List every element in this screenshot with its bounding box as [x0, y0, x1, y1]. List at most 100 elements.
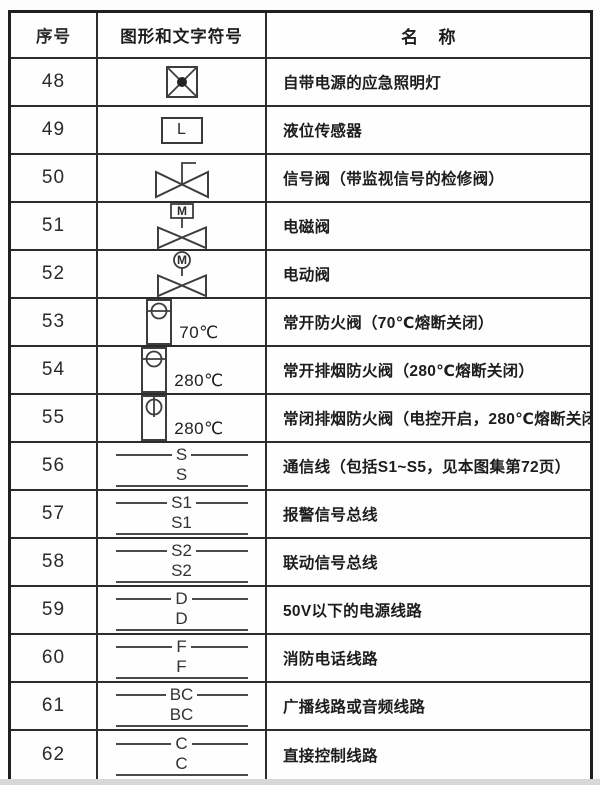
line-segment — [115, 502, 168, 504]
direct-control-line-icon: C C — [115, 734, 248, 776]
symbol-name: 信号阀（带监视信号的检修阀） — [283, 171, 505, 188]
line-letter: BC — [169, 685, 194, 704]
line-segment — [115, 598, 172, 600]
serial-number: 53 — [11, 299, 98, 345]
symbol-name: 消防电话线路 — [283, 651, 378, 668]
symbol-name: 广播线路或音频线路 — [283, 699, 426, 716]
line-letter: S — [175, 445, 188, 464]
alarm-signal-bus-icon: S1 S1 — [115, 493, 248, 535]
actuator-letter: M — [177, 253, 187, 267]
table-row: 49 L 液位传感器 — [11, 107, 590, 155]
line-letter-underlined: F — [115, 658, 248, 679]
symbol-legend-table: 序号 图形和文字符号 名 称 48 自带电源的应急照明灯 49 L — [8, 10, 593, 782]
line-letter: F — [176, 637, 187, 656]
closed-smoke-damper-icon: 280℃ — [139, 395, 223, 441]
symbol-name: 电动阀 — [283, 267, 331, 284]
line-segment — [191, 598, 248, 600]
table-row: 57 S1 S1 报警信号总线 — [11, 491, 590, 539]
scan-edge-shadow — [0, 779, 600, 785]
linkage-signal-bus-icon: S2 S2 — [115, 541, 248, 583]
serial-number: 55 — [11, 395, 98, 441]
table-row: 56 S S 通信线（包括S1~S5，见本图集第72页） — [11, 443, 590, 491]
power-line-icon: D D — [115, 589, 248, 631]
symbol-name: 液位传感器 — [283, 123, 363, 140]
serial-number: 51 — [11, 203, 98, 249]
symbol-name: 直接控制线路 — [283, 748, 378, 765]
serial-number: 62 — [11, 731, 98, 779]
symbol-letter: L — [177, 121, 186, 138]
damper-glyph — [141, 347, 168, 393]
fire-telephone-line-icon: F F — [115, 637, 248, 679]
serial-number: 61 — [11, 683, 98, 729]
broadcast-line-icon: BC BC — [115, 685, 248, 727]
symbol-name: 常闭排烟防火阀（电控开启，280℃熔断关闭） — [283, 411, 590, 428]
line-letter-underlined: S2 — [115, 562, 248, 583]
header-symbol: 图形和文字符号 — [98, 13, 267, 57]
solenoid-valve-icon: M — [156, 203, 207, 249]
line-letter: S1 — [171, 493, 192, 512]
symbol-name: 自带电源的应急照明灯 — [283, 75, 442, 92]
table-row: 52 M 电动阀 — [11, 251, 590, 299]
table-row: 53 70℃ 常开防火阀（70℃熔断关闭） — [11, 299, 590, 347]
symbol-name: 50V以下的电源线路 — [283, 603, 423, 620]
serial-number: 60 — [11, 635, 98, 681]
communication-line-icon: S S — [115, 445, 248, 487]
damper-temperature-label: 280℃ — [174, 419, 224, 438]
actuator-letter: M — [177, 204, 187, 218]
line-segment — [115, 694, 166, 696]
motor-valve-icon: M — [156, 251, 207, 297]
signal-valve-icon — [154, 162, 209, 199]
serial-number: 56 — [11, 443, 98, 489]
serial-number: 49 — [11, 107, 98, 153]
table-row: 60 F F 消防电话线路 — [11, 635, 590, 683]
symbol-name: 联动信号总线 — [283, 555, 378, 572]
table-row: 58 S2 S2 联动信号总线 — [11, 539, 590, 587]
line-segment — [195, 550, 248, 552]
serial-number: 48 — [11, 59, 98, 105]
table-row: 48 自带电源的应急照明灯 — [11, 59, 590, 107]
line-segment — [115, 454, 172, 456]
line-letter-underlined: S1 — [115, 514, 248, 535]
table-row: 51 M 电磁阀 — [11, 203, 590, 251]
symbol-name: 电磁阀 — [283, 219, 331, 236]
line-letter-underlined: BC — [115, 706, 248, 727]
serial-number: 58 — [11, 539, 98, 585]
smoke-fire-damper-icon: 280℃ — [139, 347, 223, 393]
damper-glyph — [146, 299, 173, 345]
serial-number: 52 — [11, 251, 98, 297]
serial-number: 59 — [11, 587, 98, 633]
table-row: 55 280℃ 常闭排烟防火阀（电控开启，280℃熔断关闭） — [11, 395, 590, 443]
serial-number: 57 — [11, 491, 98, 537]
line-segment — [191, 454, 248, 456]
header-name: 名 称 — [401, 27, 456, 47]
line-segment — [115, 550, 168, 552]
line-segment — [191, 743, 248, 745]
line-letter-underlined: S — [115, 466, 248, 487]
line-segment — [115, 646, 173, 648]
emergency-light-icon — [165, 66, 198, 98]
line-letter-underlined: C — [115, 755, 248, 776]
table-row: 62 C C 直接控制线路 — [11, 731, 590, 779]
damper-temperature-label: 70℃ — [179, 323, 219, 342]
symbol-name: 常开排烟防火阀（280℃熔断关闭） — [283, 363, 535, 380]
damper-temperature-label: 280℃ — [174, 371, 224, 390]
fire-damper-icon: 70℃ — [144, 299, 219, 345]
table-row: 50 信号阀（带监视信号的检修阀） — [11, 155, 590, 203]
serial-number: 54 — [11, 347, 98, 393]
table-row: 61 BC BC 广播线路或音频线路 — [11, 683, 590, 731]
line-segment — [197, 694, 248, 696]
table-header-row: 序号 图形和文字符号 名 称 — [11, 13, 590, 59]
line-letter: C — [175, 734, 188, 753]
damper-glyph — [141, 395, 168, 441]
line-segment — [195, 502, 248, 504]
symbol-name: 常开防火阀（70℃熔断关闭） — [283, 315, 494, 332]
symbol-name: 通信线（包括S1~S5，见本图集第72页） — [283, 459, 571, 476]
line-letter: S2 — [171, 541, 192, 560]
line-segment — [115, 743, 172, 745]
level-sensor-icon: L — [160, 116, 203, 144]
line-letter: D — [175, 589, 188, 608]
line-segment — [190, 646, 248, 648]
line-letter-underlined: D — [115, 610, 248, 631]
table-row: 54 280℃ 常开排烟防火阀（280℃熔断关闭） — [11, 347, 590, 395]
